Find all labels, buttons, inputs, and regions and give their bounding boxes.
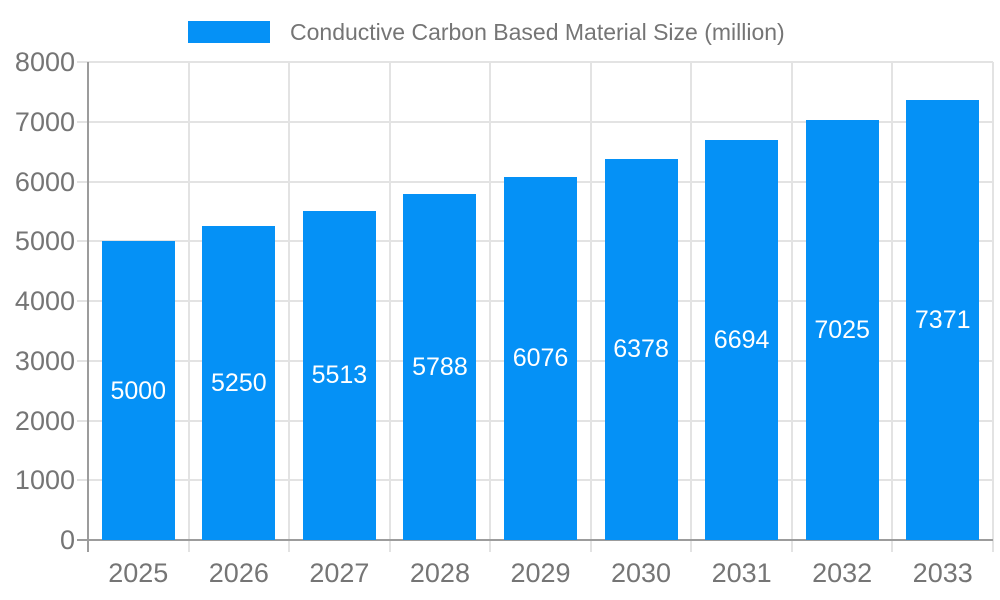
x-tick-label: 2030 [611,558,672,588]
v-gridline [992,62,994,552]
h-gridline [77,61,993,63]
x-tick-label: 2029 [510,558,571,588]
y-tick-label: 2000 [14,405,75,436]
x-tick-label: 2026 [208,558,269,588]
x-tick-label: 2025 [108,558,169,588]
y-tick-label: 3000 [14,345,75,376]
bar[interactable] [504,176,577,540]
y-tick-label: 1000 [14,465,75,496]
v-gridline [489,62,492,552]
bar[interactable] [302,210,376,540]
legend-label: Conductive Carbon Based Material Size (m… [290,19,785,45]
y-tick-label: 5000 [14,226,75,257]
v-gridline [790,62,793,552]
legend-swatch-icon [188,21,270,43]
y-tick-label: 0 [59,525,75,555]
legend-item[interactable]: Conductive Carbon Based Material Size (m… [188,19,785,45]
v-gridline [187,62,190,552]
bar[interactable] [805,120,879,540]
y-tick-label: 6000 [14,166,75,197]
x-tick-label: 2032 [812,558,873,588]
y-tick-label: 8000 [14,47,75,77]
y-axis-line [87,62,89,552]
y-tick-label: 4000 [14,286,75,316]
bar[interactable] [202,226,276,540]
x-tick-label: 2031 [711,558,772,588]
bar[interactable] [604,158,678,540]
v-gridline [891,62,894,552]
v-gridline [690,62,693,552]
bar[interactable] [101,241,175,540]
v-gridline [589,62,592,552]
x-tick-label: 2028 [409,558,470,588]
y-tick-label: 7000 [14,106,75,137]
v-gridline [388,62,391,552]
v-gridline [288,62,291,552]
bar[interactable] [906,99,980,540]
x-tick-label: 2033 [912,558,973,588]
bar[interactable] [705,140,779,540]
bar[interactable] [403,194,477,540]
x-tick-label: 2027 [309,558,370,588]
